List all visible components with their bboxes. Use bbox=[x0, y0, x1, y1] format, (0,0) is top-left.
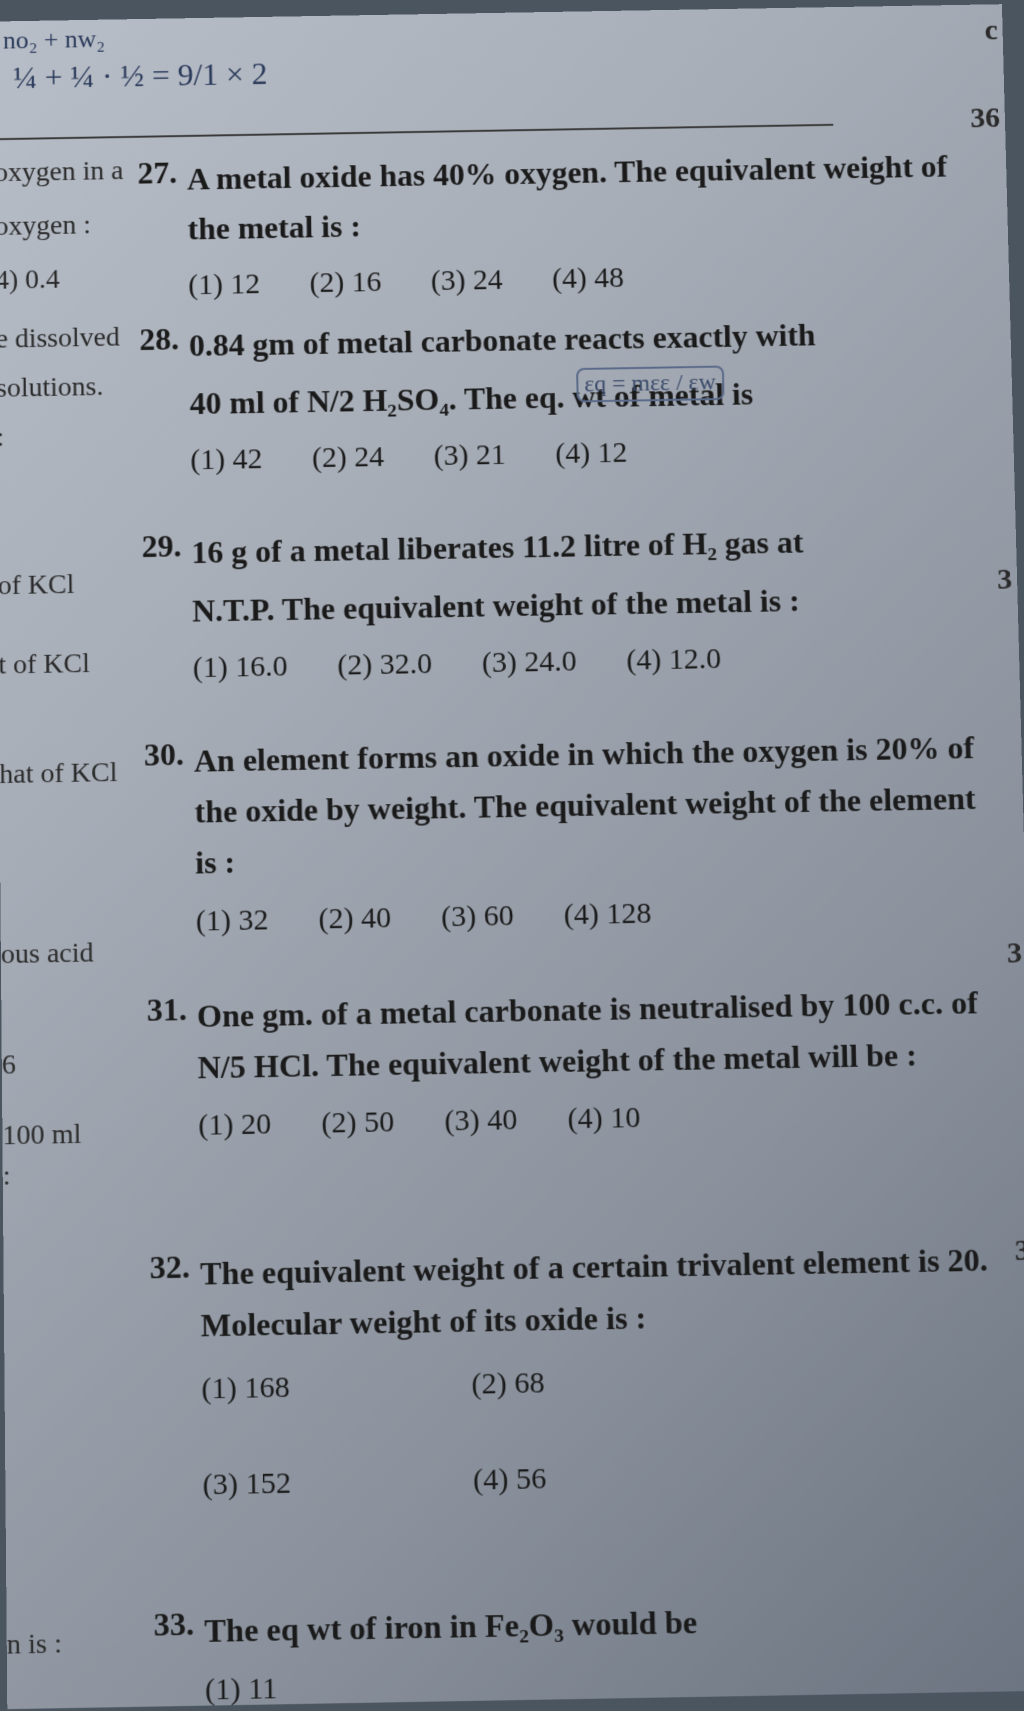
q31-opt2: (2) 50 bbox=[321, 1105, 394, 1141]
q28-annotation: εq = mεε / εw bbox=[576, 366, 724, 403]
q32-opt1: (1) 168 bbox=[201, 1371, 290, 1407]
margin-opt4: 4) 0.4 bbox=[0, 264, 60, 296]
margin-100ml: 100 ml bbox=[2, 1119, 81, 1153]
q30-opt1: (1) 32 bbox=[196, 903, 269, 938]
q27-options: (1) 12 (2) 16 (3) 24 (4) 48 bbox=[188, 256, 970, 303]
q33-options: (1) 11 bbox=[205, 1659, 1006, 1708]
q32-opt3: (3) 152 bbox=[202, 1467, 291, 1503]
q27-opt2: (2) 16 bbox=[309, 266, 381, 301]
q33-number: 33. bbox=[153, 1605, 194, 1644]
q32-opt4: (4) 56 bbox=[473, 1462, 547, 1498]
margin-right-3c: 3 bbox=[1014, 1233, 1024, 1268]
margin-right-3a: 3 bbox=[997, 563, 1013, 597]
margin-colon2: : bbox=[3, 1160, 11, 1192]
margin-hat-of-kcl: hat of KCl bbox=[0, 757, 118, 791]
margin-oxygen-in-a: oxygen in a bbox=[0, 156, 123, 189]
q32-break bbox=[202, 1424, 999, 1438]
q31-number: 31. bbox=[147, 991, 188, 1029]
q27-opt4: (4) 48 bbox=[552, 262, 624, 297]
q33-text: The eq wt of iron in Fe₂O₃ would be bbox=[204, 1591, 1005, 1658]
q31-text: One gm. of a metal carbonate is neutrali… bbox=[197, 977, 990, 1094]
q29-opt3: (3) 24.0 bbox=[482, 645, 577, 680]
q28-number: 28. bbox=[139, 321, 179, 358]
margin-colon: : bbox=[0, 422, 4, 454]
textbook-page: no₂ + nw₂ ¼ + ¼ · ½ = 9/1 × 2 c 36 3 3 3… bbox=[0, 4, 1024, 1709]
question-32: 32. The equivalent weight of a certain t… bbox=[200, 1234, 1001, 1503]
q31-opt1: (1) 20 bbox=[198, 1108, 271, 1144]
margin-solutions: solutions. bbox=[0, 371, 103, 404]
margin-right-36: 36 bbox=[970, 101, 1000, 135]
q30-opt4: (4) 128 bbox=[563, 896, 651, 932]
q32-text: The equivalent weight of a certain triva… bbox=[200, 1234, 997, 1352]
handwriting-top-2: ¼ + ¼ · ½ = 9/1 × 2 bbox=[13, 56, 268, 96]
q27-opt3: (3) 24 bbox=[431, 264, 503, 299]
q32-opt2: (2) 68 bbox=[471, 1366, 545, 1402]
q29-text2: N.T.P. The equivalent weight of the meta… bbox=[192, 572, 979, 636]
question-30: 30. An element forms an oxide in which t… bbox=[194, 722, 986, 938]
q29-opt2: (2) 32.0 bbox=[337, 648, 432, 683]
margin-6: 6 bbox=[2, 1049, 16, 1081]
question-27: 27. A metal oxide has 40% oxygen. The eq… bbox=[187, 141, 970, 302]
q30-opt3: (3) 60 bbox=[441, 899, 514, 934]
q29-opt1: (1) 16.0 bbox=[193, 650, 288, 685]
q30-text: An element forms an oxide in which the o… bbox=[194, 722, 985, 889]
q31-opt3: (3) 40 bbox=[444, 1103, 517, 1139]
q31-options: (1) 20 (2) 50 (3) 40 (4) 10 bbox=[198, 1095, 991, 1143]
margin-n-is: n is : bbox=[7, 1628, 63, 1662]
question-28: 28. 0.84 gm of metal carbonate reacts ex… bbox=[189, 307, 975, 477]
margin-t-of-kcl: t of KCl bbox=[0, 648, 90, 681]
q29-text1: 16 g of a metal liberates 11.2 litre of … bbox=[191, 514, 977, 578]
question-33: 33. The eq wt of iron in Fe₂O₃ would be … bbox=[204, 1591, 1006, 1708]
handwriting-top-1: no₂ + nw₂ bbox=[3, 24, 105, 55]
margin-dissolved: e dissolved bbox=[0, 322, 120, 356]
q32-options: (1) 168 (2) 68 (3) 152 (4) 56 bbox=[201, 1358, 1000, 1503]
margin-right-c: c bbox=[984, 14, 998, 47]
q28-opt4: (4) 12 bbox=[555, 436, 628, 471]
q33-opt1: (1) 11 bbox=[205, 1672, 278, 1708]
question-31: 31. One gm. of a metal carbonate is neut… bbox=[197, 977, 992, 1143]
q30-opt2: (2) 40 bbox=[318, 901, 391, 936]
q29-options: (1) 16.0 (2) 32.0 (3) 24.0 (4) 12.0 bbox=[193, 638, 980, 685]
q27-opt1: (1) 12 bbox=[188, 268, 260, 303]
q28-opt1: (1) 42 bbox=[190, 443, 262, 478]
q28-options: (1) 42 (2) 24 (3) 21 (4) 12 bbox=[190, 430, 974, 477]
q29-opt4: (4) 12.0 bbox=[626, 643, 721, 678]
q28-opt2: (2) 24 bbox=[312, 441, 384, 476]
divider-line bbox=[0, 124, 833, 140]
margin-ous-acid: ous acid bbox=[1, 937, 94, 971]
margin-right-3b: 3 bbox=[1006, 936, 1022, 970]
q32-number: 32. bbox=[149, 1248, 190, 1286]
q31-opt4: (4) 10 bbox=[567, 1101, 640, 1137]
q27-number: 27. bbox=[137, 155, 177, 192]
q30-options: (1) 32 (2) 40 (3) 60 (4) 128 bbox=[196, 890, 986, 938]
question-29: 29. 16 g of a metal liberates 11.2 litre… bbox=[191, 514, 979, 686]
margin-of-kcl: of KCl bbox=[0, 569, 75, 602]
q29-number: 29. bbox=[141, 528, 181, 565]
margin-oxygen: oxygen : bbox=[0, 210, 91, 243]
q30-number: 30. bbox=[144, 736, 184, 774]
q28-text1: 0.84 gm of metal carbonate reacts exactl… bbox=[189, 307, 972, 371]
q27-text: A metal oxide has 40% oxygen. The equiva… bbox=[187, 141, 969, 254]
q28-opt3: (3) 21 bbox=[433, 439, 506, 474]
